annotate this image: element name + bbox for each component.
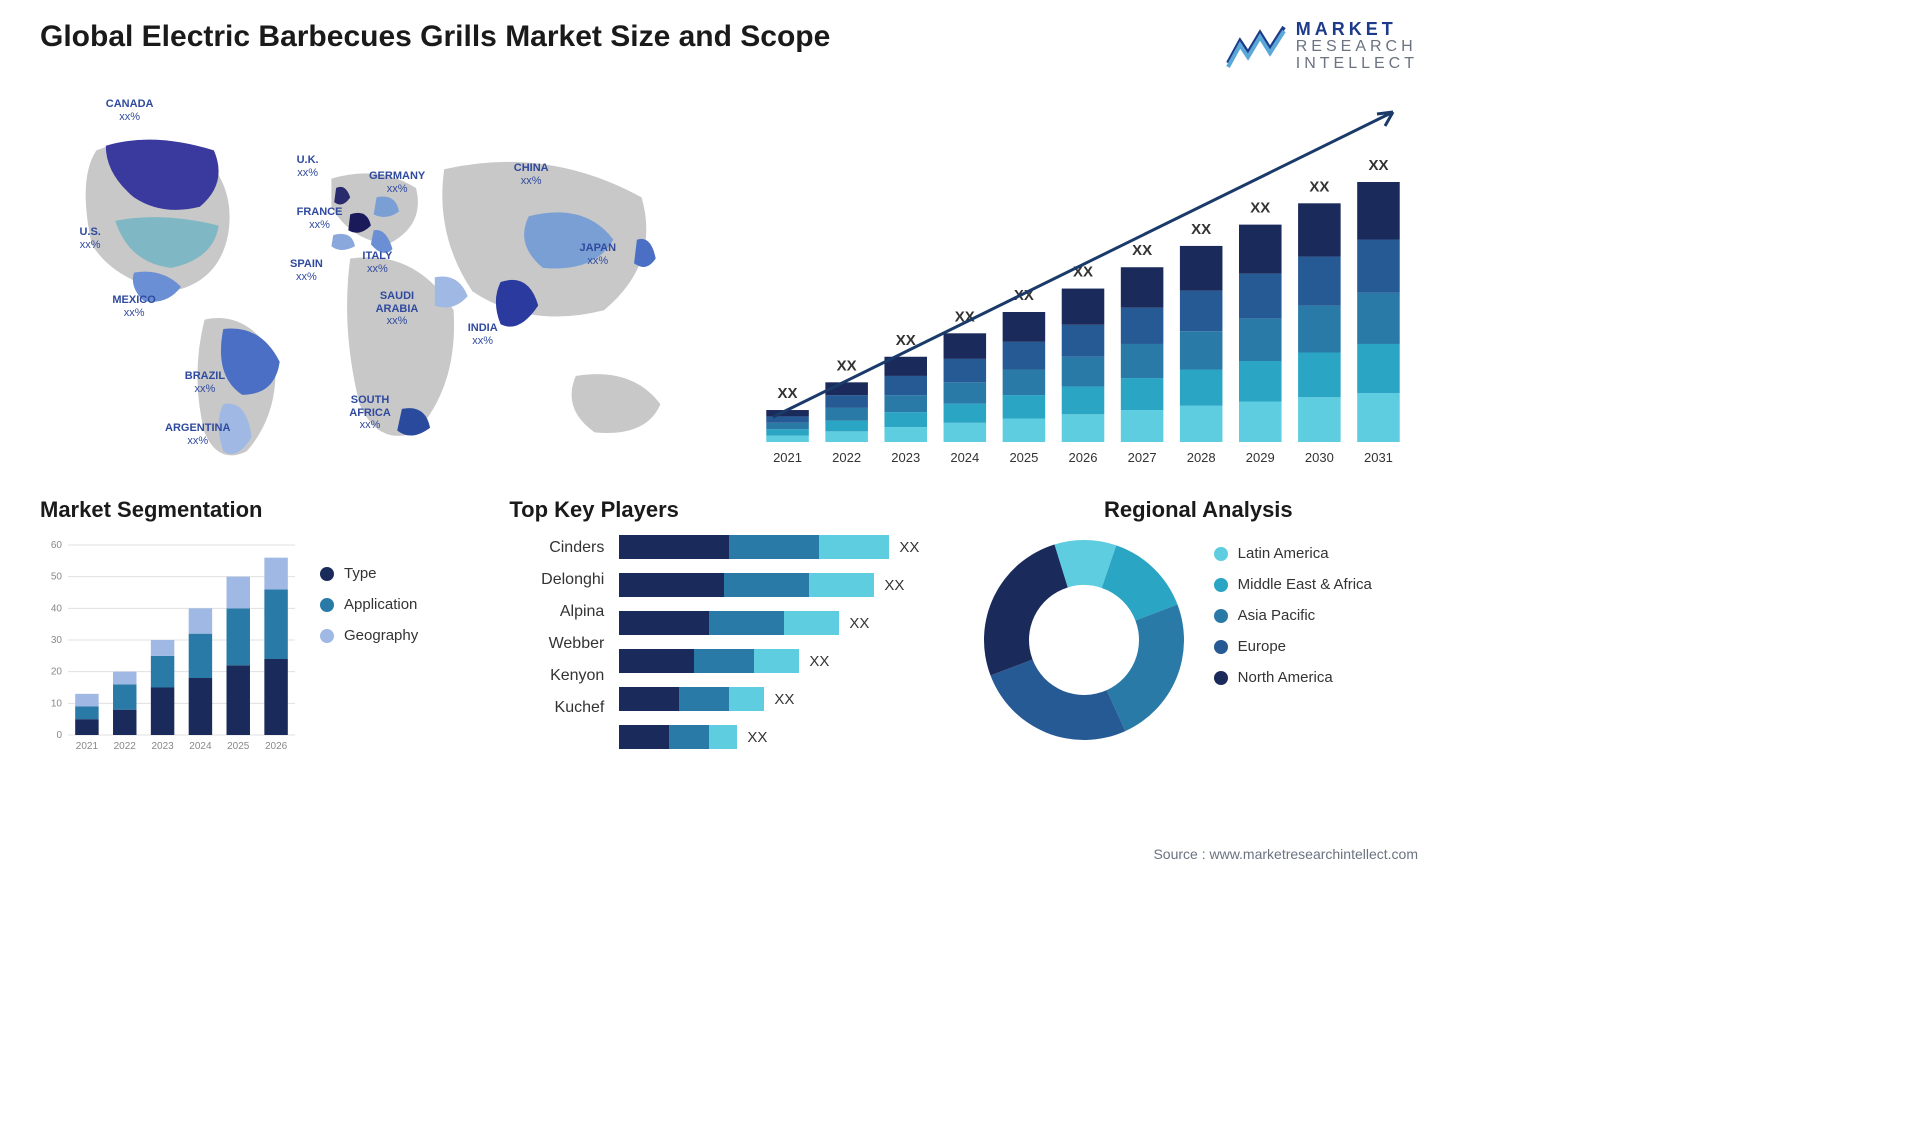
map-label: SPAINxx% — [290, 258, 323, 282]
player-value: XX — [849, 615, 869, 632]
map-label: MEXICOxx% — [112, 294, 155, 318]
player-row: XX — [619, 611, 948, 635]
map-label: INDIAxx% — [468, 322, 498, 346]
player-value: XX — [884, 577, 904, 594]
logo-icon — [1226, 23, 1286, 69]
players-title: Top Key Players — [509, 497, 948, 523]
svg-text:2031: 2031 — [1364, 450, 1393, 465]
map-label: BRAZILxx% — [185, 370, 225, 394]
map-label: U.S.xx% — [79, 226, 100, 250]
svg-text:2024: 2024 — [950, 450, 979, 465]
legend-item: Middle East & Africa — [1214, 576, 1372, 593]
svg-text:2022: 2022 — [114, 741, 137, 752]
svg-text:XX: XX — [1191, 221, 1211, 238]
svg-text:60: 60 — [51, 540, 63, 551]
players-names: Cinders Delonghi Alpina Webber Kenyon Kuchef — [509, 535, 604, 749]
svg-text:2024: 2024 — [189, 741, 212, 752]
legend-item: Type — [320, 565, 418, 582]
svg-text:2027: 2027 — [1128, 450, 1157, 465]
world-map: CANADAxx% U.S.xx% MEXICOxx% BRAZILxx% ARGENT… — [40, 82, 698, 482]
brand-logo: MARKET RESEARCH INTELLECT — [1226, 20, 1418, 72]
legend-item: Asia Pacific — [1214, 607, 1372, 624]
svg-text:2023: 2023 — [151, 741, 174, 752]
svg-text:XX: XX — [896, 332, 916, 349]
regional-panel: Regional Analysis Latin America Middle Ea… — [979, 497, 1418, 755]
svg-text:2025: 2025 — [1009, 450, 1038, 465]
page-title: Global Electric Barbecues Grills Market … — [40, 20, 830, 54]
player-row: XX — [619, 649, 948, 673]
map-label: CANADAxx% — [106, 98, 154, 122]
player-name: Kuchef — [509, 699, 604, 717]
player-value: XX — [747, 729, 767, 746]
logo-text-2: RESEARCH — [1296, 39, 1418, 56]
svg-text:XX: XX — [1309, 179, 1329, 196]
map-label: FRANCExx% — [297, 206, 343, 230]
map-label: SAUDIARABIAxx% — [376, 290, 419, 326]
player-row: XX — [619, 687, 948, 711]
player-name: Alpina — [509, 603, 604, 621]
svg-text:2026: 2026 — [265, 741, 288, 752]
svg-text:2025: 2025 — [227, 741, 250, 752]
map-label: JAPANxx% — [580, 242, 616, 266]
source-attribution: Source : www.marketresearchintellect.com — [1153, 846, 1418, 862]
player-row: XX — [619, 725, 948, 749]
logo-text-3: INTELLECT — [1296, 56, 1418, 73]
player-name: Webber — [509, 635, 604, 653]
regional-donut — [979, 535, 1189, 745]
svg-text:20: 20 — [51, 667, 63, 678]
player-row: XX — [619, 573, 948, 597]
player-row: XX — [619, 535, 948, 559]
segmentation-chart: 0 10 20 30 40 50 60 2021 2022 2023 2024 2025 2026 — [40, 535, 300, 755]
svg-text:40: 40 — [51, 604, 63, 615]
players-panel: Top Key Players Cinders Delonghi Alpina Web… — [509, 497, 948, 755]
svg-text:50: 50 — [51, 572, 63, 583]
players-bars: XX XX XX XX XX XX — [619, 535, 948, 749]
player-value: XX — [899, 539, 919, 556]
svg-text:10: 10 — [51, 699, 63, 710]
logo-text-1: MARKET — [1296, 20, 1418, 39]
legend-item: Latin America — [1214, 545, 1372, 562]
legend-item: North America — [1214, 669, 1372, 686]
segmentation-legend: Type Application Geography — [320, 535, 418, 644]
svg-text:2030: 2030 — [1305, 450, 1334, 465]
segmentation-panel: Market Segmentation 0 10 20 30 40 50 60 2021 202… — [40, 497, 479, 755]
regional-legend: Latin America Middle East & Africa Asia Pa… — [1214, 535, 1372, 686]
player-value: XX — [809, 653, 829, 670]
player-value: XX — [774, 691, 794, 708]
player-name: Cinders — [509, 539, 604, 557]
map-label: GERMANYxx% — [369, 170, 425, 194]
map-label: ITALYxx% — [362, 250, 392, 274]
svg-text:30: 30 — [51, 635, 63, 646]
legend-item: Application — [320, 596, 418, 613]
player-name: Delonghi — [509, 571, 604, 589]
regional-title: Regional Analysis — [979, 497, 1418, 523]
svg-text:XX: XX — [778, 386, 798, 403]
player-name: Kenyon — [509, 667, 604, 685]
legend-item: Europe — [1214, 638, 1372, 655]
svg-text:2029: 2029 — [1246, 450, 1275, 465]
svg-text:2026: 2026 — [1069, 450, 1098, 465]
map-label: U.K.xx% — [297, 154, 319, 178]
map-label: CHINAxx% — [514, 162, 549, 186]
svg-text:XX: XX — [1250, 200, 1270, 217]
svg-text:XX: XX — [1368, 157, 1388, 174]
svg-text:2021: 2021 — [773, 450, 802, 465]
svg-text:2022: 2022 — [832, 450, 861, 465]
svg-text:2021: 2021 — [76, 741, 99, 752]
svg-text:XX: XX — [1132, 243, 1152, 260]
legend-item: Geography — [320, 627, 418, 644]
segmentation-title: Market Segmentation — [40, 497, 479, 523]
map-label: SOUTHAFRICAxx% — [349, 394, 391, 430]
svg-text:2023: 2023 — [891, 450, 920, 465]
svg-text:XX: XX — [837, 358, 857, 375]
svg-text:0: 0 — [56, 730, 62, 741]
map-label: ARGENTINAxx% — [165, 422, 230, 446]
main-bar-chart: XX 2021 XX 2022 XX 2023 XX 2024 XX 2025 XX 2026 XX 20… — [738, 82, 1418, 482]
svg-text:2028: 2028 — [1187, 450, 1216, 465]
